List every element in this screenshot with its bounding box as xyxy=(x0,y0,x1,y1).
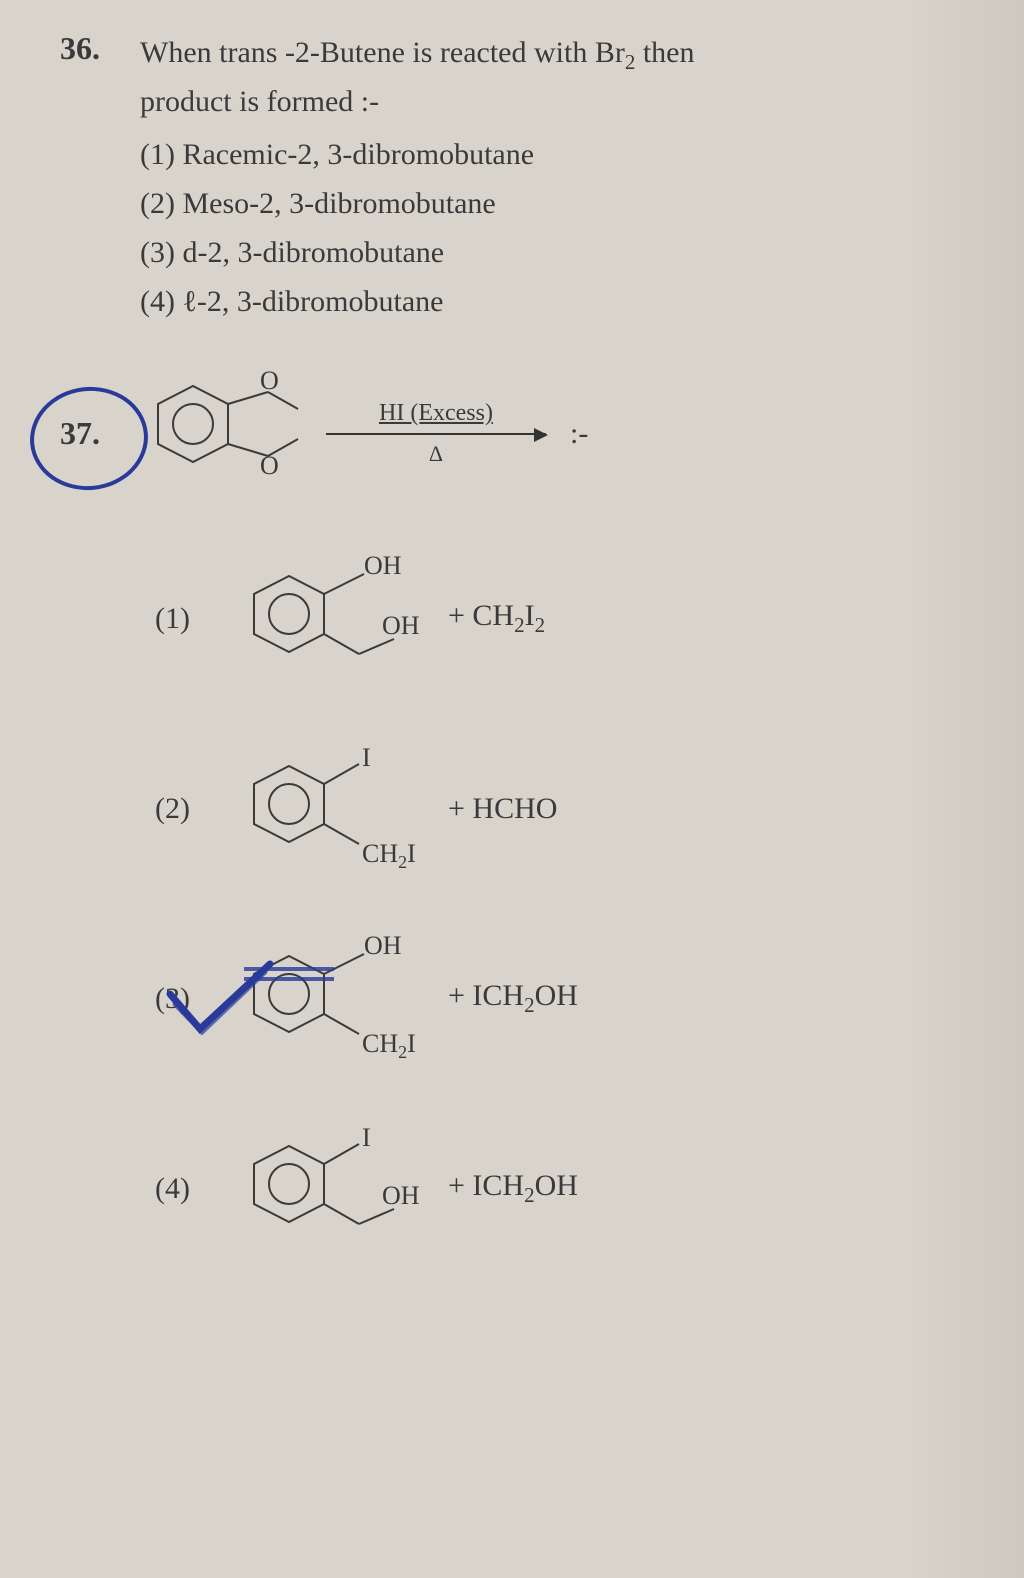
opt4-plus-sub1: 2 xyxy=(524,1183,535,1207)
opt4-top-sub: I xyxy=(362,1123,371,1152)
opt4-plus-mid: OH xyxy=(535,1169,578,1202)
q37-opt2-label: (2) xyxy=(140,792,190,826)
arrow-line-icon xyxy=(326,433,546,435)
opt3-plus-head: + ICH xyxy=(448,979,524,1012)
q36-stem-sub: 2 xyxy=(625,50,636,74)
q37-opt4-label: (4) xyxy=(140,1172,190,1206)
reactant-bot-O: O xyxy=(260,451,279,480)
q36-stem-text-1: When trans -2-Butene is reacted with Br xyxy=(140,36,625,69)
opt2-top-sub: I xyxy=(362,743,371,772)
q36-option-1: (1) Racemic-2, 3-dibromobutane xyxy=(140,132,984,177)
opt2-bot-sub: CH2I xyxy=(362,839,416,872)
q37-opt1-label: (1) xyxy=(140,602,190,636)
opt4-plus-head: + ICH xyxy=(448,1169,524,1202)
q37-opt3-plus: + ICH2OH xyxy=(448,979,578,1018)
opt1-top-sub: OH xyxy=(364,551,402,580)
q36-option-3: (3) d-2, 3-dibromobutane xyxy=(140,230,984,275)
q36-body: When trans -2-Butene is reacted with Br2… xyxy=(140,30,984,324)
opt1-bot-sub: OH xyxy=(382,611,420,640)
q36-stem: When trans -2-Butene is reacted with Br2… xyxy=(140,30,984,124)
opt1-plus-head: + CH xyxy=(448,599,514,632)
q37-option-3: (3) OH CH2I + ICH2OH xyxy=(140,924,984,1074)
q37-opt3-label: (3) xyxy=(140,982,190,1016)
q37-opt1-structure: OH OH xyxy=(214,544,424,694)
q37-number-wrap: 37. xyxy=(60,415,100,452)
q36-option-2: (2) Meso-2, 3-dibromobutane xyxy=(140,181,984,226)
q37-opt4-plus: + ICH2OH xyxy=(448,1169,578,1208)
reactant-top-O: O xyxy=(260,366,279,395)
q37-option-1: (1) OH OH + CH2I2 xyxy=(140,544,984,694)
opt3-top-sub: OH xyxy=(364,931,402,960)
question-36: 36. When trans -2-Butene is reacted with… xyxy=(60,30,984,324)
q37-colon: :- xyxy=(570,417,588,451)
opt4-bot-sub: OH xyxy=(382,1181,420,1210)
q37-opt3-structure: OH CH2I xyxy=(214,924,424,1074)
opt3-plus-mid: OH xyxy=(535,979,578,1012)
q37-opt2-plus: + HCHO xyxy=(448,792,557,826)
reaction-arrow: HI (Excess) Δ xyxy=(326,400,546,467)
arrow-reagent: HI (Excess) xyxy=(379,400,493,427)
q36-stem-text-2: product is formed :- xyxy=(140,85,379,118)
q37-opt2-structure: I CH2I xyxy=(214,734,424,884)
q37-opt1-plus: + CH2I2 xyxy=(448,599,545,638)
opt1-plus-mid: I xyxy=(525,599,535,632)
arrow-condition: Δ xyxy=(429,441,443,467)
q37-reactant-structure: O O xyxy=(118,364,308,504)
q37-option-4: (4) I OH + ICH2OH xyxy=(140,1114,984,1264)
q36-number: 36. xyxy=(60,30,140,67)
opt3-plus-sub1: 2 xyxy=(524,993,535,1017)
q37-option-2: (2) I CH2I + HCHO xyxy=(140,734,984,884)
question-37: 37. O O HI (Excess) Δ :- xyxy=(60,364,984,1264)
opt1-plus-sub2: 2 xyxy=(535,613,546,637)
q37-number: 37. xyxy=(60,415,100,451)
q36-stem-tail: then xyxy=(635,36,694,69)
paper-shadow xyxy=(904,0,1024,1578)
opt3-bot-sub: CH2I xyxy=(362,1029,416,1062)
q36-option-4: (4) ℓ-2, 3-dibromobutane xyxy=(140,279,984,324)
q37-opt4-structure: I OH xyxy=(214,1114,424,1264)
opt1-plus-sub1: 2 xyxy=(514,613,525,637)
